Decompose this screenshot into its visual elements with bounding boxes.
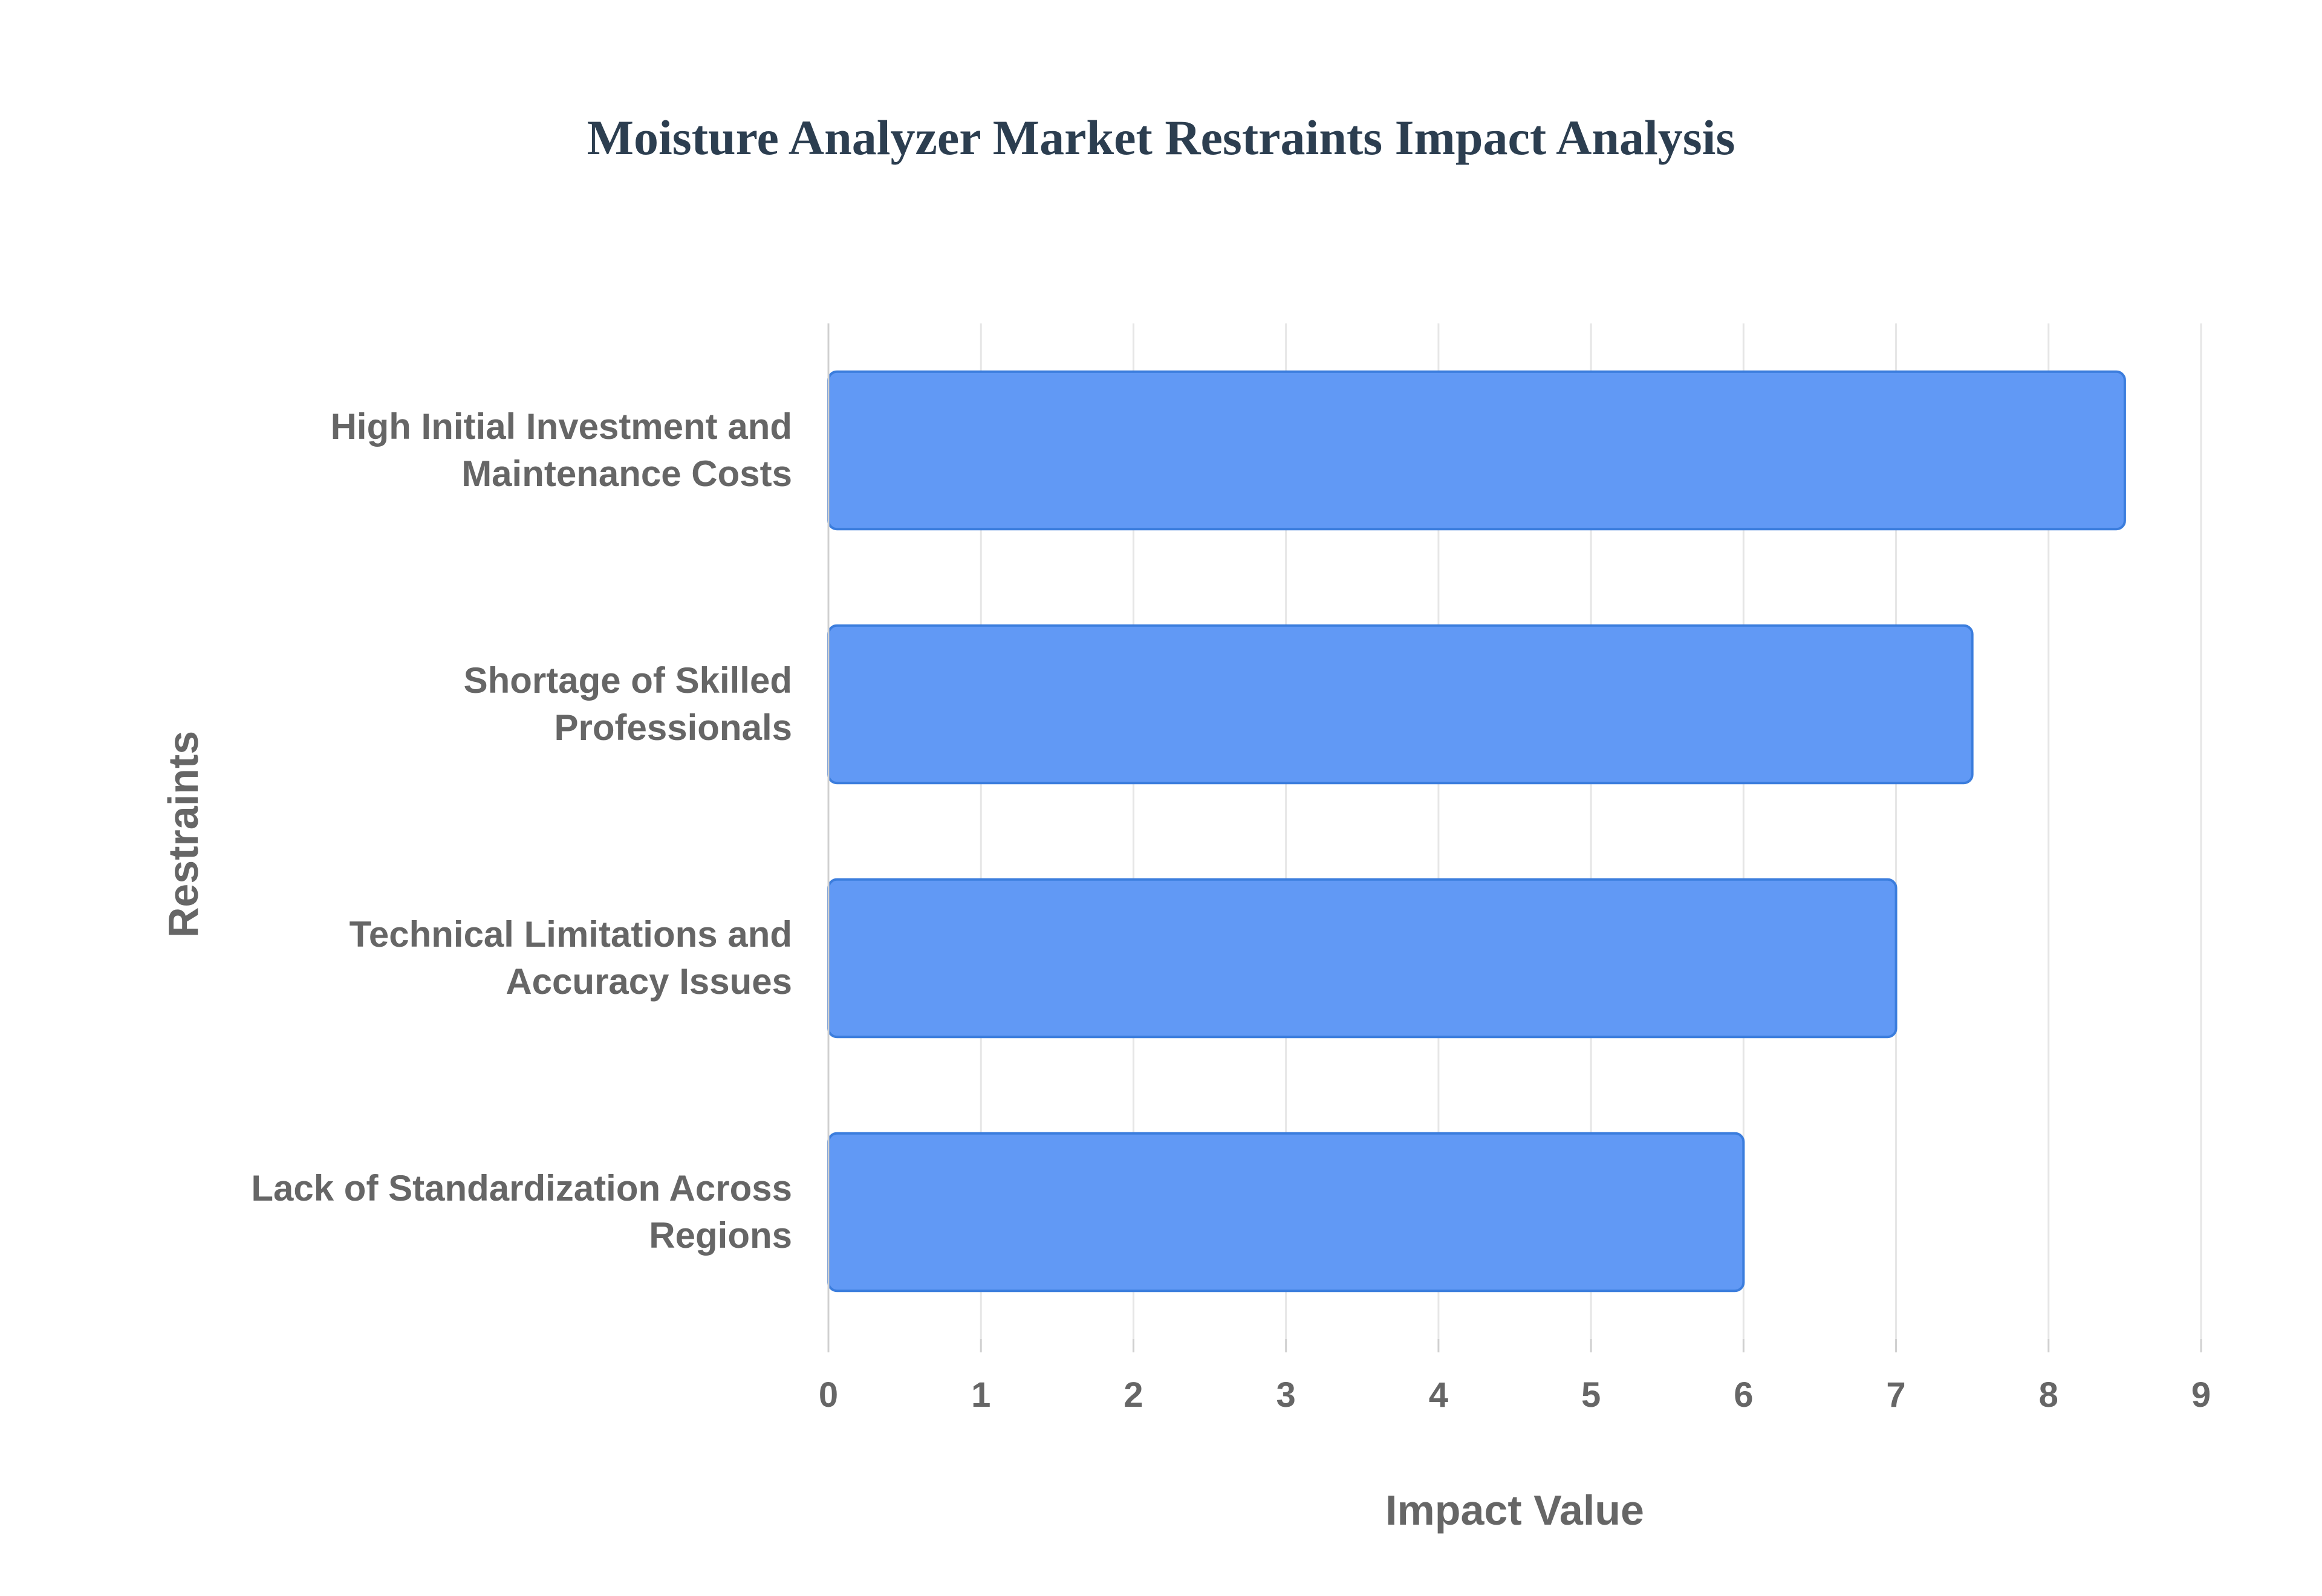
x-tick-label: 6 — [1734, 1375, 1753, 1415]
category-label: High Initial Investment and Maintenance C… — [331, 406, 792, 494]
x-tick-label: 2 — [1124, 1375, 1143, 1415]
x-tick-label: 9 — [2191, 1375, 2211, 1415]
category-labels: High Initial Investment and Maintenance C… — [251, 406, 792, 1256]
bar[interactable] — [827, 878, 1898, 1039]
bar[interactable] — [827, 370, 2126, 531]
category-label-line: Regions — [649, 1215, 792, 1256]
bars — [827, 370, 2126, 1293]
y-axis-title: Restraints — [160, 731, 207, 938]
x-tick-labels: 0 1 2 3 4 5 6 7 8 9 — [819, 1375, 2211, 1415]
x-tick-label: 3 — [1276, 1375, 1296, 1415]
category-label-line: High Initial Investment and — [331, 406, 792, 447]
x-tick-label: 7 — [1886, 1375, 1905, 1415]
x-tick-label: 5 — [1581, 1375, 1601, 1415]
category-label-line: Shortage of Skilled — [464, 660, 792, 701]
axes — [827, 323, 2202, 1352]
category-label: Shortage of Skilled Professionals — [464, 660, 792, 748]
x-tick-label: 8 — [2039, 1375, 2058, 1415]
x-tick-label: 4 — [1429, 1375, 1448, 1415]
x-tick-label: 0 — [819, 1375, 838, 1415]
bar[interactable] — [827, 624, 1974, 785]
bar[interactable] — [827, 1132, 1745, 1293]
category-label-line: Professionals — [554, 707, 793, 748]
x-axis-title: Impact Value — [1385, 1487, 1644, 1534]
category-label-line: Technical Limitations and — [350, 914, 792, 955]
category-label-line: Maintenance Costs — [461, 453, 792, 494]
x-tick-label: 1 — [971, 1375, 990, 1415]
category-label-line: Lack of Standardization Across — [251, 1168, 792, 1208]
category-label: Technical Limitations and Accuracy Issues — [350, 914, 792, 1002]
category-label-line: Accuracy Issues — [506, 961, 792, 1002]
chart-title: Moisture Analyzer Market Restraints Impa… — [587, 110, 1735, 165]
category-label: Lack of Standardization Across Regions — [251, 1168, 792, 1256]
